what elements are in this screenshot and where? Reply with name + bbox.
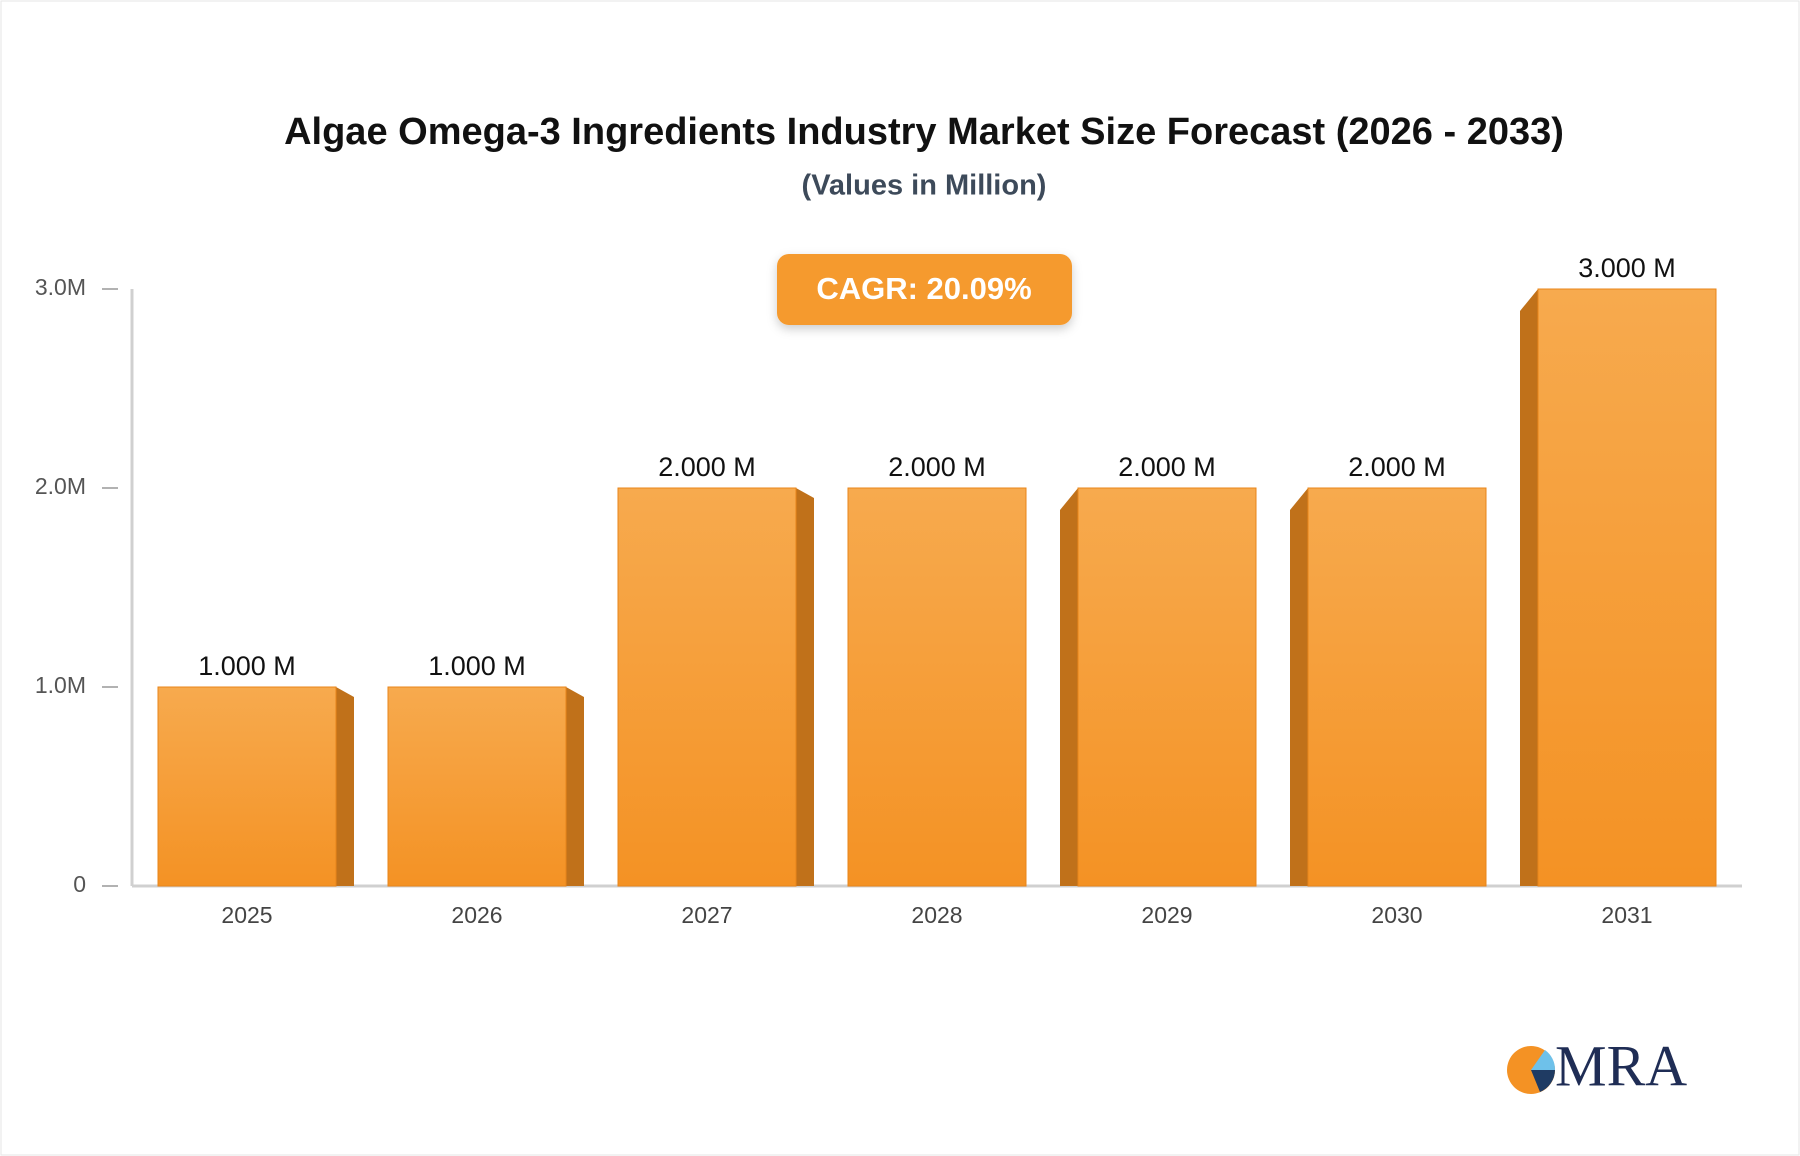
cagr-badge: CAGR: 20.09% <box>777 254 1072 325</box>
bar <box>847 487 1027 887</box>
bar-side <box>566 687 584 886</box>
bar <box>387 686 567 887</box>
badge-box <box>777 254 1072 325</box>
bar <box>1307 487 1487 887</box>
logo: MRA <box>1507 1033 1687 1098</box>
y-tick-label: 0 <box>73 871 86 897</box>
bar <box>1077 487 1257 887</box>
x-tick-label: 2029 <box>1141 902 1192 928</box>
y-tick-label: 1.0M <box>35 672 86 698</box>
x-tick-label: 2031 <box>1601 902 1652 928</box>
x-tick-label: 2027 <box>681 902 732 928</box>
chart-subtitle: (Values in Million) <box>802 170 1047 202</box>
x-tick-label: 2028 <box>911 902 962 928</box>
logo-slice <box>1531 1070 1555 1092</box>
y-tick-label: 3.0M <box>35 274 86 300</box>
value-label: 1.000 M <box>198 651 296 681</box>
bar-side <box>1290 488 1308 886</box>
value-label: 2.000 M <box>1348 452 1446 482</box>
bar <box>1537 288 1717 887</box>
bar <box>157 686 337 887</box>
bar <box>617 487 797 887</box>
bar-side <box>336 687 354 886</box>
value-label: 3.000 M <box>1578 253 1676 283</box>
value-label: 2.000 M <box>888 452 986 482</box>
chart-title: Algae Omega-3 Ingredients Industry Marke… <box>284 111 1564 153</box>
badge-text: CAGR: 20.09% <box>816 271 1031 306</box>
logo-slice <box>1531 1050 1556 1070</box>
value-label: 2.000 M <box>1118 452 1216 482</box>
logo-text: MRA <box>1555 1033 1687 1098</box>
bar-side <box>1060 488 1078 886</box>
bar-side <box>796 488 814 886</box>
bar-side <box>1520 289 1538 886</box>
x-tick-label: 2026 <box>451 902 502 928</box>
value-label: 1.000 M <box>428 651 526 681</box>
y-tick-label: 2.0M <box>35 473 86 499</box>
x-tick-label: 2025 <box>221 902 272 928</box>
value-label: 2.000 M <box>658 452 756 482</box>
x-tick-label: 2030 <box>1371 902 1422 928</box>
